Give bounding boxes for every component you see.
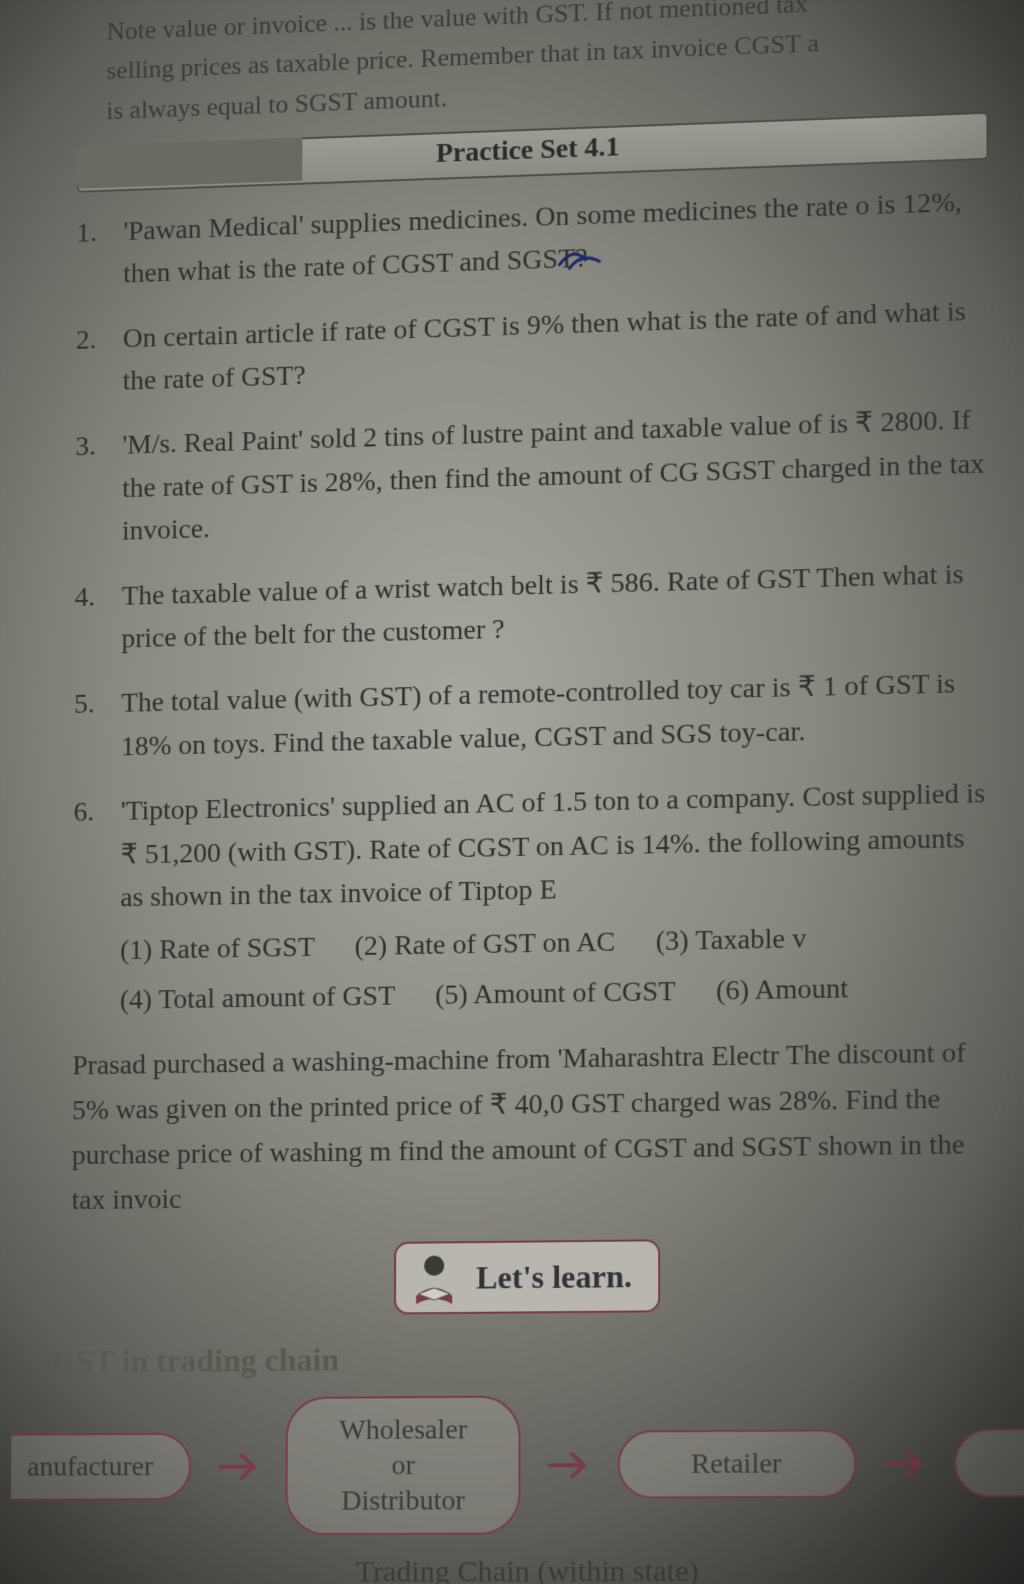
option: (2) Rate of GST on AC (355, 921, 616, 969)
question-text: The taxable value of a wrist watch belt … (121, 559, 963, 655)
prasad-paragraph: Prasad purchased a washing-machine from … (72, 1031, 993, 1223)
chain-node-retailer: Retailer (617, 1430, 856, 1499)
question-text: 'Pawan Medical' supplies medicines. On s… (123, 187, 962, 290)
option: (6) Amount (716, 967, 848, 1013)
arrow-right-icon (881, 1440, 928, 1487)
trading-chain-diagram: anufacturer Wholesaler or Distributor Re… (11, 1393, 1024, 1536)
lets-learn-box: Let's learn. (394, 1240, 661, 1315)
chain-node-wholesaler: Wholesaler or Distributor (286, 1396, 521, 1536)
option: (5) Amount of CGST (435, 970, 675, 1018)
note-block: Note value or invoice ... is the value w… (77, 0, 988, 132)
question-item: 'Tiptop Electronics' supplied an AC of 1… (73, 772, 992, 1023)
chain-node-manufacturer: anufacturer (11, 1433, 191, 1501)
node-line: or (318, 1448, 489, 1484)
question-text: The total value (with GST) of a remote-c… (121, 669, 955, 763)
option: (4) Total amount of GST (120, 974, 395, 1022)
lets-learn-label: Let's learn. (476, 1258, 632, 1297)
option: (1) Rate of SGST (120, 926, 315, 973)
arrow-right-icon (216, 1443, 262, 1490)
question-text: 'Tiptop Electronics' supplied an AC of 1… (120, 778, 985, 913)
option: (3) Taxable v (656, 917, 807, 963)
question-item: The taxable value of a wrist watch belt … (74, 552, 990, 662)
node-line: Distributor (318, 1483, 489, 1519)
question-text: 'M/s. Real Paint' sold 2 tins of lustre … (122, 405, 985, 547)
node-line: Wholesaler (318, 1412, 489, 1448)
question-item: 'Pawan Medical' supplies medicines. On s… (76, 180, 989, 298)
chain-heading: GST in trading chain (51, 1337, 993, 1381)
question-item: The total value (with GST) of a remote-c… (74, 662, 991, 770)
question-item: 'M/s. Real Paint' sold 2 tins of lustre … (75, 398, 990, 554)
chain-caption: Trading Chain (within state) (70, 1554, 994, 1584)
sub-options: (1) Rate of SGST (2) Rate of GST on AC (… (120, 914, 992, 1022)
reading-girl-icon (406, 1250, 462, 1307)
arrow-right-icon (546, 1442, 593, 1489)
question-list: 'Pawan Medical' supplies medicines. On s… (73, 180, 992, 1023)
lets-learn-wrap: Let's learn. (71, 1236, 993, 1317)
chain-node-cut (954, 1429, 1024, 1498)
question-item: On certain article if rate of CGST is 9%… (76, 289, 990, 404)
note-line: is always equal to SGST amount. (106, 83, 447, 125)
textbook-page: Note value or invoice ... is the value w… (1, 0, 1024, 1584)
question-text: On certain article if rate of CGST is 9%… (123, 296, 966, 397)
